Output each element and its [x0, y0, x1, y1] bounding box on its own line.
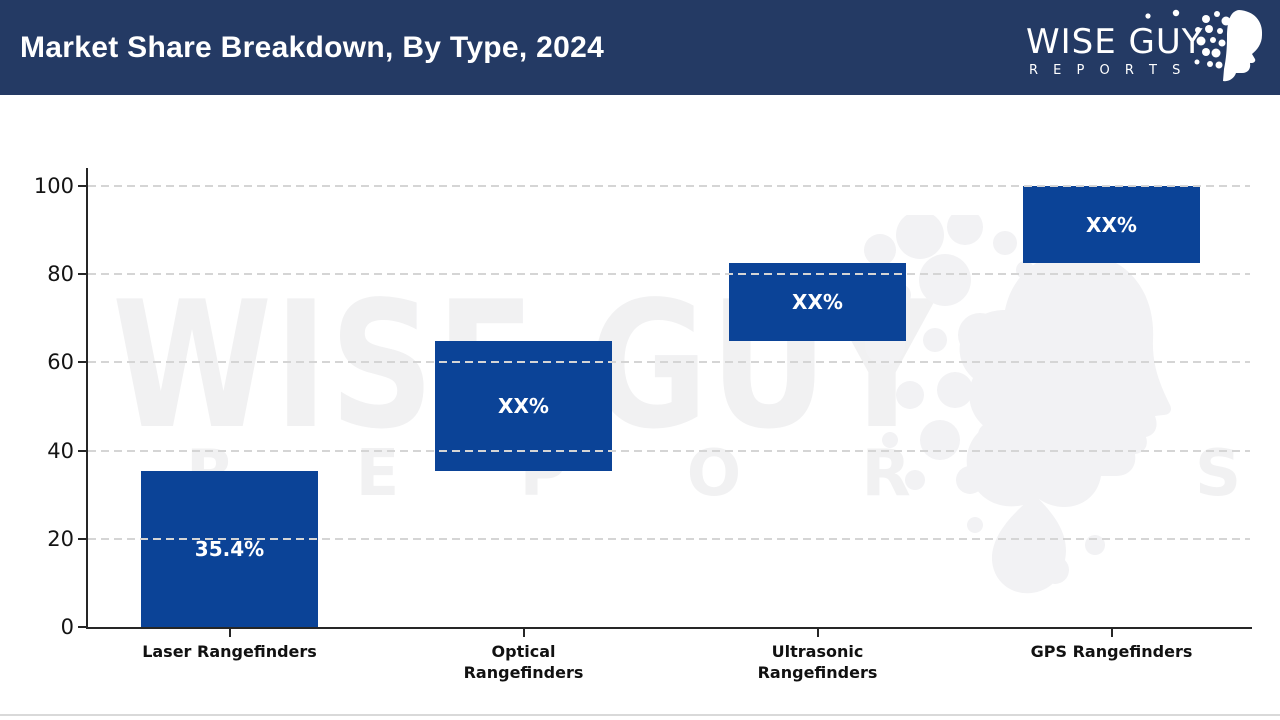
gridline-80 [88, 273, 1250, 276]
page-bottom-border [0, 714, 1280, 716]
y-axis-tick-label: 20 [47, 526, 74, 551]
wise-guy-reports-logo: WISE GUY R E P O R T S [1026, 7, 1266, 89]
x-axis-tick [1110, 629, 1113, 637]
bar-value-label: XX% [1086, 212, 1137, 237]
x-axis-category-label: GPS Rangefinders [1030, 642, 1193, 661]
bar-4 [1023, 186, 1200, 264]
x-axis-category-label: Optical Rangefinders [463, 642, 584, 682]
y-axis-tick-label: 0 [60, 615, 74, 639]
y-axis-tick-label: 60 [47, 350, 74, 375]
gridline-100 [88, 185, 1250, 187]
logo-graphic: WISE GUY R E P O R T S [1026, 9, 1263, 81]
bar-3 [729, 263, 906, 341]
gridline-20 [88, 537, 1250, 540]
gridline-60 [88, 361, 1250, 364]
x-axis-tick [522, 629, 525, 637]
y-axis-tick [78, 537, 86, 540]
x-axis-category-label: Ultrasonic Rangefinders [757, 642, 878, 682]
logo-face-icon [1194, 9, 1263, 81]
y-axis-tick [78, 361, 86, 364]
y-axis-tick [78, 273, 86, 276]
y-axis-tick-label: 100 [33, 174, 74, 198]
y-axis-tick [78, 626, 86, 628]
y-axis-tick [78, 449, 86, 452]
bar-1 [141, 470, 318, 627]
y-axis-tick-label: 40 [47, 438, 74, 463]
x-axis [86, 627, 1252, 629]
y-axis-tick [78, 185, 86, 187]
gridline-40 [88, 449, 1250, 452]
bar-value-label: XX% [792, 289, 843, 314]
page-title: Market Share Breakdown, By Type, 2024 [20, 30, 605, 64]
bar-value-label: 35.4% [194, 536, 265, 561]
header-bar: Market Share Breakdown, By Type, 2024 WI… [0, 0, 1280, 95]
x-axis-tick [816, 629, 819, 637]
logo-subtext: R E P O R T S [1029, 63, 1186, 78]
y-axis [86, 168, 88, 629]
x-axis-category-label: Laser Rangefinders [142, 642, 317, 661]
y-axis-tick-label: 80 [47, 262, 74, 287]
x-axis-tick [228, 629, 231, 637]
bar-value-label: XX% [498, 393, 549, 418]
logo-wordmark: WISE GUY [1026, 22, 1204, 62]
